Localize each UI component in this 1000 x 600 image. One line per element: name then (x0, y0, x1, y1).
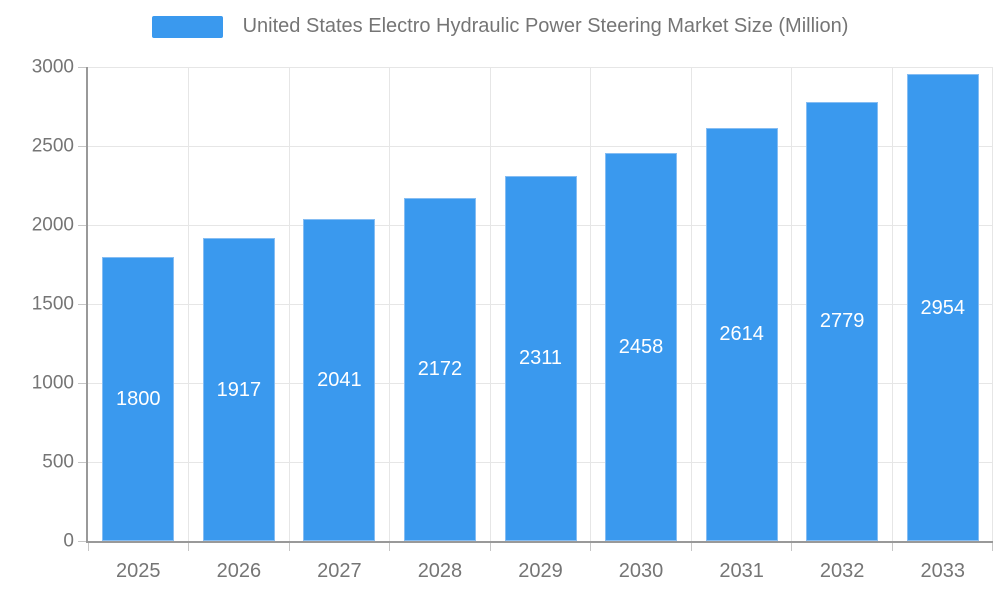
x-axis-tick (590, 541, 592, 551)
bar-2031[interactable]: 2614 (705, 127, 778, 541)
v-gridline (992, 67, 993, 541)
legend-label: United States Electro Hydraulic Power St… (242, 15, 849, 37)
v-gridline (690, 67, 692, 541)
y-axis-tick (78, 224, 88, 226)
y-axis-tick (78, 461, 88, 463)
bar-2030[interactable]: 2458 (605, 152, 678, 541)
bar-2027[interactable]: 2041 (303, 218, 376, 541)
bar-value-label: 2779 (819, 310, 865, 333)
y-axis-tick-label: 3000 (31, 56, 74, 78)
x-axis-tick (690, 541, 692, 551)
v-gridline (791, 67, 793, 541)
bar-2026[interactable]: 1917 (202, 238, 275, 541)
x-axis-tick (992, 541, 993, 551)
bar-value-label: 1800 (116, 387, 161, 410)
x-axis-line (86, 541, 993, 543)
y-axis-tick-label: 2500 (31, 135, 74, 157)
v-gridline (389, 67, 391, 541)
x-axis-tick (891, 541, 893, 551)
x-axis-tick-label: 2033 (920, 560, 965, 582)
bar-value-label: 2954 (920, 296, 965, 319)
x-axis-tick (791, 541, 793, 551)
bar-value-label: 2041 (317, 368, 362, 391)
x-axis-tick-label: 2030 (618, 560, 664, 582)
x-axis-tick-label: 2027 (317, 560, 362, 582)
y-axis-line (86, 67, 88, 541)
v-gridline (590, 67, 592, 541)
bar-2032[interactable]: 2779 (806, 101, 879, 541)
y-axis-tick (78, 66, 88, 68)
y-axis-tick-label: 0 (63, 530, 74, 552)
legend-item[interactable]: United States Electro Hydraulic Power St… (0, 15, 1000, 38)
x-axis-tick (489, 541, 491, 551)
bar-2029[interactable]: 2311 (504, 175, 577, 541)
y-axis-tick-label: 2000 (31, 214, 74, 236)
x-axis-tick-label: 2026 (216, 560, 262, 582)
bar-value-label: 2172 (417, 358, 463, 381)
y-axis-tick-label: 1500 (31, 293, 74, 315)
y-axis-tick (78, 145, 88, 147)
y-axis-tick (78, 540, 88, 542)
x-axis-tick-label: 2032 (819, 560, 865, 582)
v-gridline (188, 67, 190, 541)
bar-value-label: 1917 (216, 378, 262, 401)
legend-swatch-icon (151, 15, 223, 38)
x-axis-tick-label: 2031 (719, 560, 764, 582)
bar-value-label: 2614 (719, 323, 764, 346)
x-axis-tick (188, 541, 190, 551)
x-axis-tick (87, 541, 89, 551)
y-axis-tick-label: 1000 (31, 372, 74, 394)
x-axis-tick-label: 2025 (116, 560, 161, 582)
bar-value-label: 2311 (518, 347, 562, 370)
h-gridline (88, 66, 993, 68)
h-gridline (88, 145, 993, 147)
y-axis-tick (78, 382, 88, 384)
x-axis-tick (288, 541, 290, 551)
plot-area: 0 500 1000 1500 2000 2500 3000 1800 2025 1917 2026… (32, 58, 993, 581)
x-axis-tick (389, 541, 391, 551)
x-axis-tick-label: 2029 (518, 560, 563, 582)
bar-value-label: 2458 (618, 335, 664, 358)
bar-2025[interactable]: 1800 (102, 256, 175, 541)
v-gridline (489, 67, 491, 541)
v-gridline (891, 67, 893, 541)
bar-2028[interactable]: 2172 (403, 197, 476, 541)
x-axis-tick-label: 2028 (417, 560, 463, 582)
y-axis-tick (78, 303, 88, 305)
bar-2033[interactable]: 2954 (906, 74, 979, 541)
v-gridline (288, 67, 290, 541)
y-axis-tick-label: 500 (42, 451, 74, 473)
